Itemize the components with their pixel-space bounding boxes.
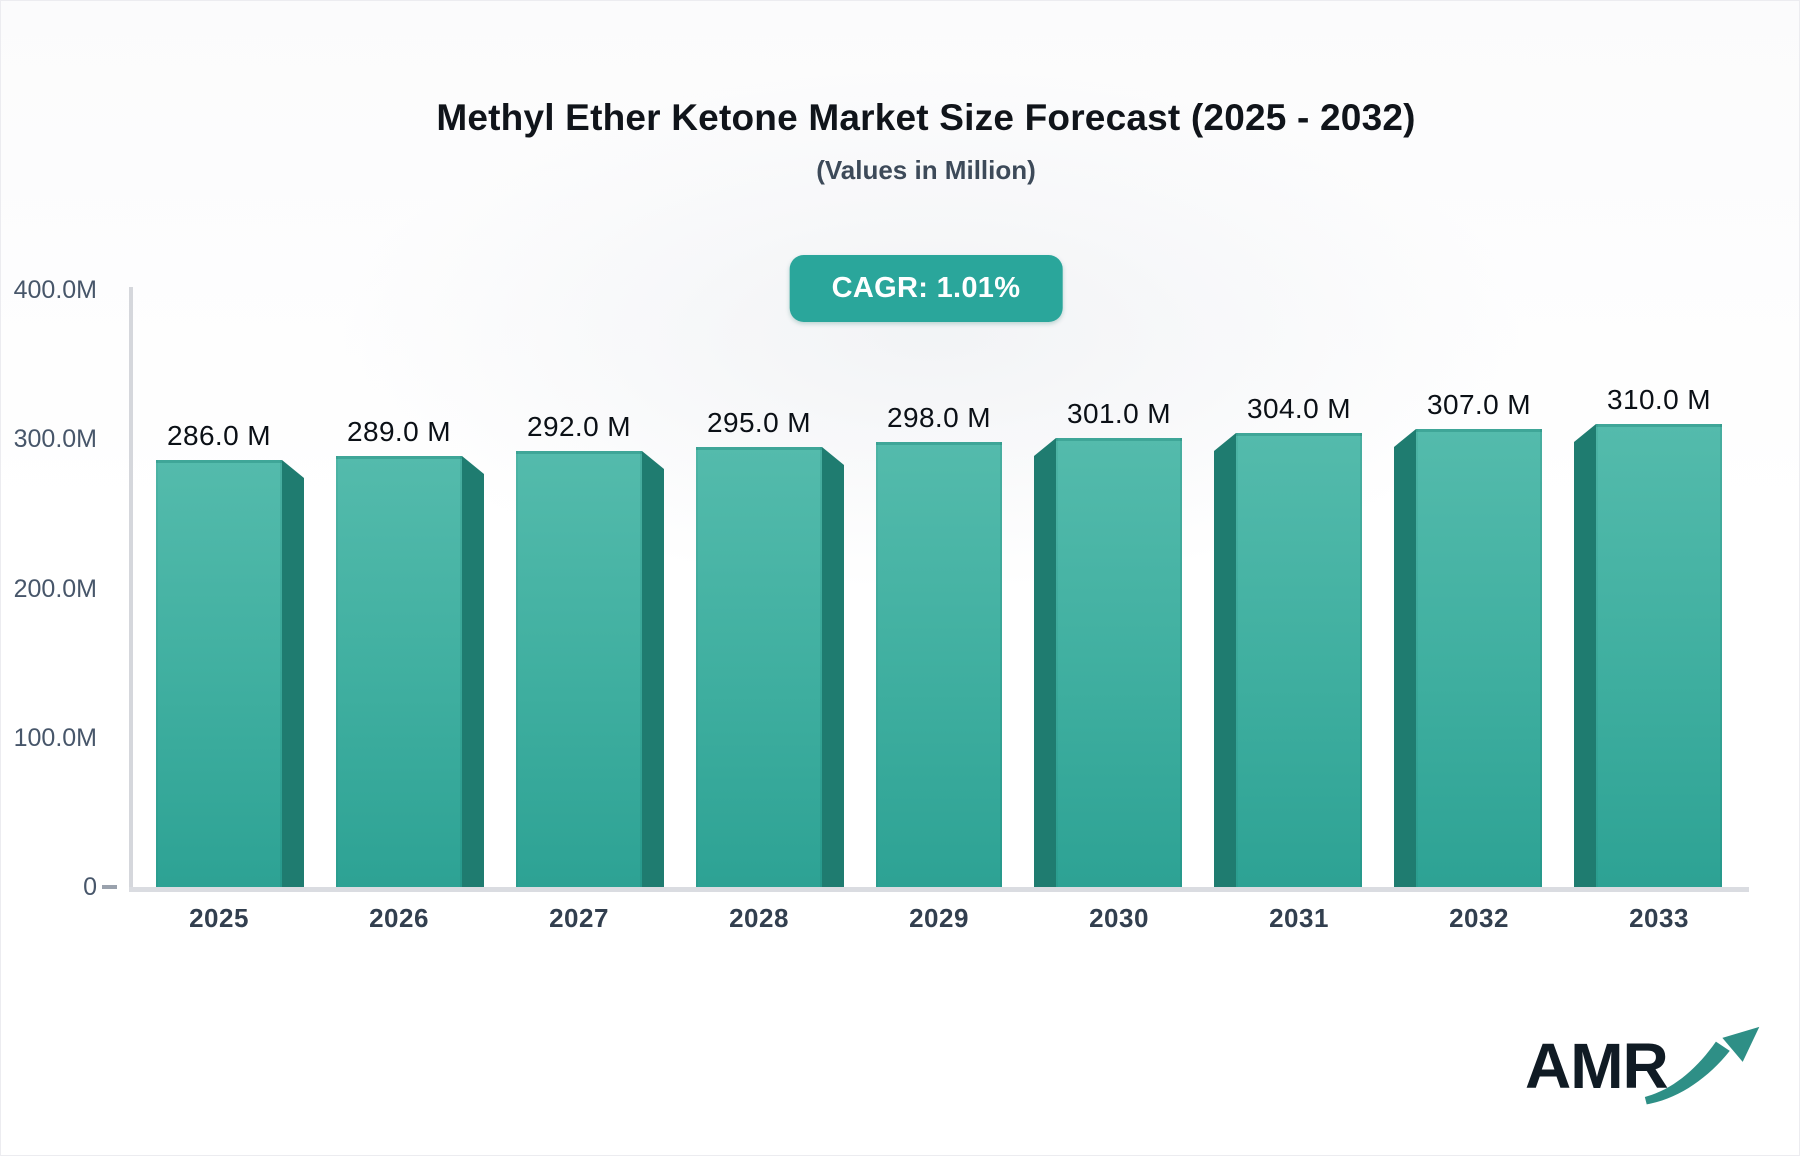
bar-value-label: 298.0 M — [887, 402, 991, 433]
bar-side-face-2028 — [822, 447, 844, 887]
bar-value-label: 304.0 M — [1247, 393, 1351, 424]
bar-2030[interactable] — [1056, 438, 1182, 887]
bar-side-face-2030 — [1034, 438, 1056, 887]
bar-group-2025: 286.0 M 2025 — [129, 1, 309, 933]
bar-group-2031: 304.0 M 2031 — [1209, 1, 1389, 933]
bar-value-label: 286.0 M — [167, 420, 271, 451]
bar-value-label: 310.0 M — [1607, 384, 1711, 415]
bar-2027[interactable] — [516, 451, 642, 887]
chart-title: Methyl Ether Ketone Market Size Forecast… — [436, 97, 1416, 138]
bar-plot-area: 286.0 M 2025 289.0 M 2026 292.0 M 2027 295.0 M… — [129, 1, 1749, 1157]
y-axis-label: 300.0M — [13, 425, 97, 454]
zero-tick-mark — [102, 885, 117, 889]
bar-side-face-2033 — [1574, 424, 1596, 887]
x-axis-year-label: 2030 — [1089, 903, 1149, 933]
growth-arrow-icon — [1644, 1026, 1760, 1105]
bar-value-label: 301.0 M — [1067, 398, 1171, 429]
bar-2033[interactable] — [1596, 424, 1722, 887]
y-axis-label: 200.0M — [13, 574, 97, 603]
bar-group-2029: 298.0 M 2029 — [849, 1, 1029, 933]
x-axis-line — [129, 887, 1749, 892]
bar-side-face-2026 — [462, 456, 484, 887]
bar-value-label: 307.0 M — [1427, 389, 1531, 420]
x-axis-year-label: 2032 — [1449, 903, 1509, 933]
x-axis-year-label: 2027 — [549, 903, 609, 933]
bar-value-label: 292.0 M — [527, 411, 631, 442]
bar-group-2026: 289.0 M 2026 — [309, 1, 489, 933]
bar-group-2028: 295.0 M 2028 — [669, 1, 849, 933]
x-axis-year-label: 2033 — [1629, 903, 1689, 933]
bar-2025[interactable] — [156, 460, 282, 887]
x-axis-year-label: 2029 — [909, 903, 969, 933]
y-axis-label: 100.0M — [13, 723, 97, 752]
y-axis-label: 400.0M — [13, 276, 97, 304]
bar-value-label: 289.0 M — [347, 416, 451, 447]
bar-2028[interactable] — [696, 447, 822, 887]
bar-2029[interactable] — [876, 442, 1002, 887]
bar-group-2032: 307.0 M 2032 — [1389, 1, 1569, 933]
amr-logo: AMR — [1525, 1026, 1760, 1124]
chart-header: Methyl Ether Ketone Market Size Forecast… — [51, 97, 1800, 186]
x-axis-year-label: 2025 — [189, 903, 249, 933]
x-axis-year-label: 2031 — [1269, 903, 1329, 933]
y-axis-line — [129, 287, 133, 889]
logo-text: AMR — [1525, 1030, 1669, 1102]
bar-2026[interactable] — [336, 456, 462, 887]
chart-subtitle: (Values in Million) — [816, 155, 1036, 185]
bar-side-face-2032 — [1394, 429, 1416, 887]
x-axis-year-label: 2026 — [369, 903, 429, 933]
bar-group-2027: 292.0 M 2027 — [489, 1, 669, 933]
y-axis-label: 0 — [83, 873, 97, 901]
bar-2032[interactable] — [1416, 429, 1542, 887]
bar-group-2030: 301.0 M 2030 — [1029, 1, 1209, 933]
bar-2031[interactable] — [1236, 433, 1362, 887]
bar-side-face-2031 — [1214, 433, 1236, 887]
cagr-badge: CAGR: 1.01% — [789, 255, 1063, 322]
x-axis-year-label: 2028 — [729, 903, 789, 933]
bar-side-face-2027 — [642, 451, 664, 887]
bar-group-2033: 310.0 M 2033 — [1569, 1, 1749, 933]
bar-value-label: 295.0 M — [707, 407, 811, 438]
bar-side-face-2025 — [282, 460, 304, 887]
